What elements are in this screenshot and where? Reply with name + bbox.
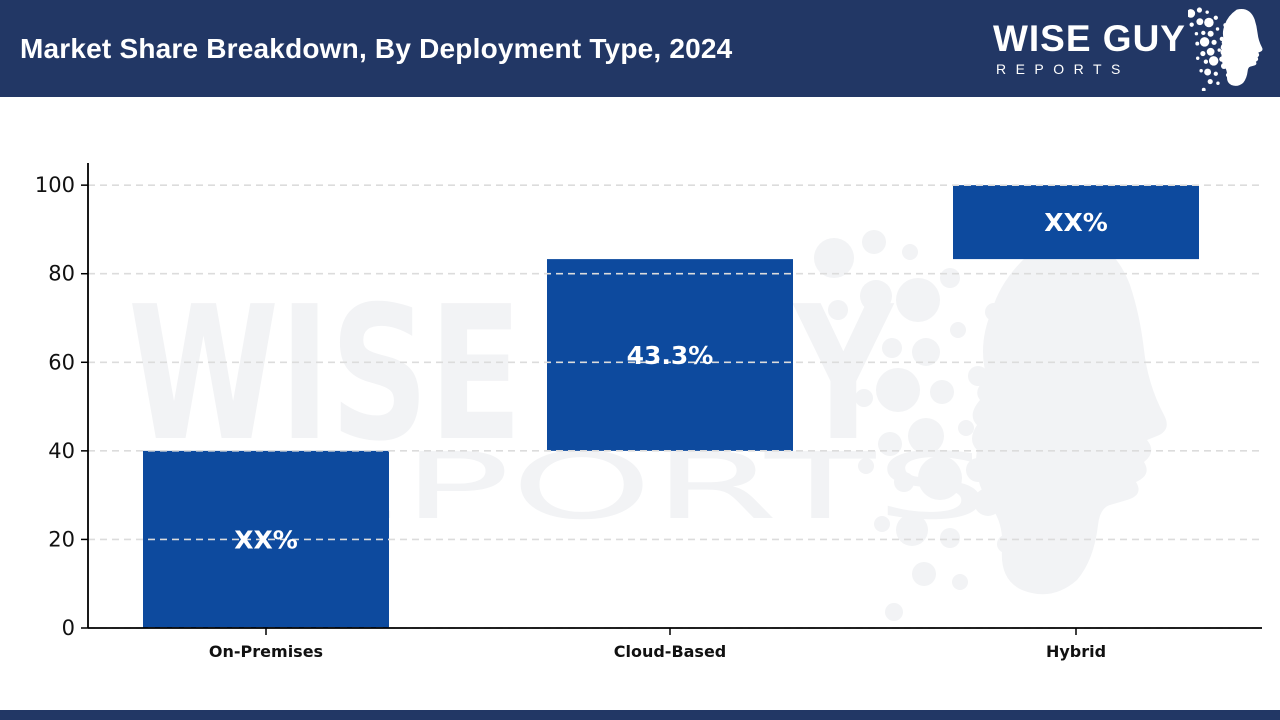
bar-cloud-based: [547, 259, 793, 451]
y-tick-label: 80: [48, 262, 75, 286]
logo-wordmark: WISE GUY: [992, 18, 1186, 59]
footer-bar: [0, 710, 1280, 720]
x-category-label: Cloud-Based: [614, 642, 727, 661]
x-category-label: On-Premises: [209, 642, 323, 661]
logo-head-icon: [1188, 6, 1263, 91]
wiseguy-logo: WISE GUY REPORTS: [993, 6, 1266, 91]
logo-text: WISE GUY REPORTS: [993, 20, 1186, 77]
x-category-label: Hybrid: [1046, 642, 1106, 661]
y-tick-label: 40: [48, 439, 75, 463]
y-tick-label: 100: [35, 173, 75, 197]
y-tick-label: 0: [62, 616, 75, 640]
y-tick-label: 60: [48, 350, 75, 374]
logo-subtitle: REPORTS: [995, 61, 1130, 77]
header-bar: Market Share Breakdown, By Deployment Ty…: [0, 0, 1280, 97]
bar-value-label: XX%: [1044, 208, 1108, 237]
bar-value-label: XX%: [234, 525, 298, 554]
bar-hybrid: [953, 185, 1199, 260]
bar-value-label: 43.3%: [627, 341, 714, 370]
y-tick-label: 20: [48, 527, 75, 551]
page-title: Market Share Breakdown, By Deployment Ty…: [20, 32, 733, 64]
